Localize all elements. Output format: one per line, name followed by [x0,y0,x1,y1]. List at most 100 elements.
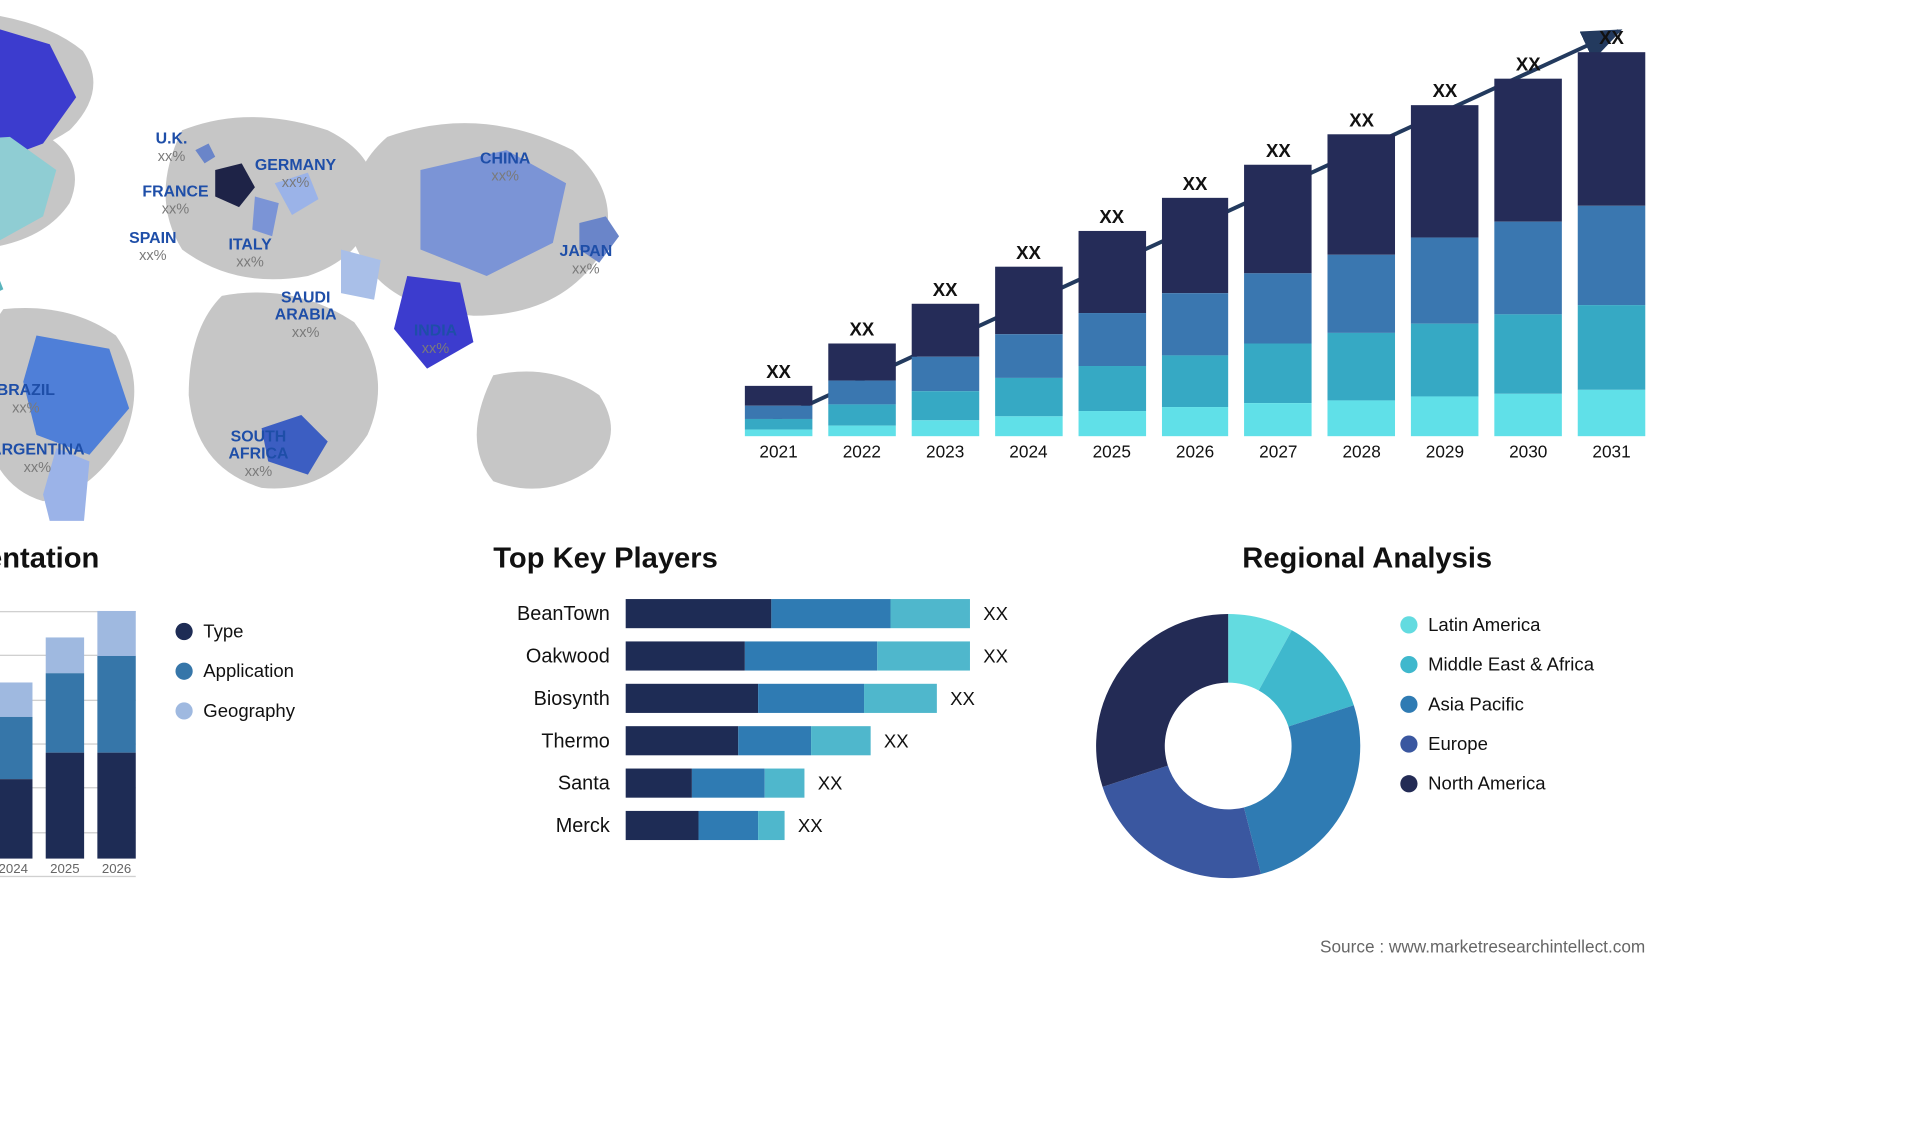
growth-bar-segment [1578,306,1645,390]
seg-bar-segment [0,779,32,858]
player-bar-segment [626,726,739,755]
growth-bar-value: XX [933,279,958,300]
segmentation-title: Market Segmentation [0,541,427,575]
donut-segment [1096,614,1228,787]
seg-bar-2026: 2026 [97,611,135,877]
growth-bar-2027: XX2027 [1245,140,1312,462]
player-name: Biosynth [493,687,625,710]
regional-section: Regional Analysis Latin AmericaMiddle Ea… [1089,541,1645,912]
growth-bar-year: 2026 [1176,441,1214,461]
growth-bar-value: XX [1516,54,1541,75]
seg-legend-item: Application [175,660,295,681]
player-value: XX [983,645,1008,666]
growth-bar-segment [1078,313,1145,366]
growth-bar-year: 2024 [1009,441,1047,461]
player-name: BeanTown [493,602,625,625]
legend-dot-icon [1400,655,1417,672]
map-label-uk: U.K.xx% [156,130,188,165]
seg-bar-year: 2026 [102,863,131,878]
growth-bar-year: 2030 [1509,441,1547,461]
seg-legend-item: Type [175,620,295,641]
growth-bar-year: 2023 [926,441,964,461]
player-name: Santa [493,772,625,795]
growth-bar-segment [1161,355,1228,407]
growth-bar-segment [1078,231,1145,313]
map-label-germany: GERMANYxx% [255,157,336,192]
seg-bar-segment [97,611,135,655]
player-bar-segment [626,599,772,628]
growth-bar-segment [1578,206,1645,306]
growth-bar-segment [995,335,1062,379]
growth-bar-segment [1411,396,1478,436]
growth-bar-2025: XX2025 [1078,206,1145,462]
segmentation-legend: TypeApplicationGeography [175,620,295,739]
growth-bar-2024: XX2024 [995,242,1062,462]
player-bar-segment [699,811,759,840]
growth-bar-year: 2025 [1093,441,1131,461]
player-bar-segment [692,769,765,798]
growth-bar-2031: XX2031 [1578,27,1645,461]
growth-bar-segment [995,416,1062,436]
legend-dot-icon [175,702,192,719]
seg-bar-2024: 2024 [0,682,32,877]
growth-bar-segment [828,381,895,405]
growth-bar-segment [828,405,895,425]
growth-bar-segment [1411,324,1478,397]
growth-bar-segment [828,344,895,381]
growth-chart: XX2021XX2022XX2023XX2024XX2025XX2026XX20… [745,0,1645,488]
player-row: MerckXX [493,811,1062,840]
player-value: XX [884,730,909,751]
growth-bar-value: XX [849,318,874,339]
player-value: XX [818,773,843,794]
growth-bar-value: XX [1349,109,1374,130]
legend-label: Application [203,660,294,681]
growth-bar-segment [1578,52,1645,206]
growth-bar-value: XX [1599,27,1624,48]
seg-bar-segment [0,682,32,717]
map-label-france: FRANCExx% [142,183,208,218]
growth-bar-segment [1495,79,1562,222]
player-bar-segment [626,769,692,798]
growth-bar-segment [828,425,895,436]
growth-bar-segment [911,391,978,420]
player-bar-segment [745,641,877,670]
player-name: Merck [493,814,625,837]
region-legend-item: Asia Pacific [1400,693,1594,714]
growth-bar-segment [1328,334,1395,400]
player-name: Thermo [493,729,625,752]
growth-bar-segment [1245,273,1312,344]
map-label-southafrica: SOUTHAFRICAxx% [228,428,288,480]
seg-bar-segment [46,673,84,752]
key-players-section: Top Key Players BeanTownXXOakwoodXXBiosy… [493,541,1062,912]
growth-bar-2022: XX 2022 [828,318,895,461]
growth-bar-segment [1161,198,1228,293]
growth-bar-segment [1245,344,1312,404]
seg-bar-segment [97,753,135,859]
growth-bar-segment [911,357,978,391]
growth-bar-segment [1411,105,1478,237]
growth-bar-segment [1328,400,1395,436]
player-bar-segment [626,811,699,840]
legend-label: Europe [1428,733,1488,754]
growth-bar-segment [1078,366,1145,411]
legend-dot-icon [1400,775,1417,792]
growth-bar-segment [1495,315,1562,394]
legend-dot-icon [1400,695,1417,712]
growth-bar-segment [1495,393,1562,436]
player-bar [626,769,805,798]
legend-label: Type [203,620,243,641]
growth-bar-2023: XX 2023 [911,279,978,462]
region-legend-item: Middle East & Africa [1400,653,1594,674]
seg-bar-segment [46,638,84,673]
player-row: Santa XX [493,769,1062,798]
growth-bar-2028: XX2028 [1328,109,1395,461]
player-bar-segment [765,769,805,798]
growth-bar-value: XX [1433,80,1458,101]
growth-bar-segment [1328,134,1395,255]
growth-bar-2030: XX 2030 [1495,54,1562,462]
key-players-title: Top Key Players [493,541,1062,575]
player-bar [626,726,871,755]
growth-bar-segment [745,386,812,406]
growth-bar-year: 2022 [843,441,881,461]
legend-label: Latin America [1428,614,1540,635]
